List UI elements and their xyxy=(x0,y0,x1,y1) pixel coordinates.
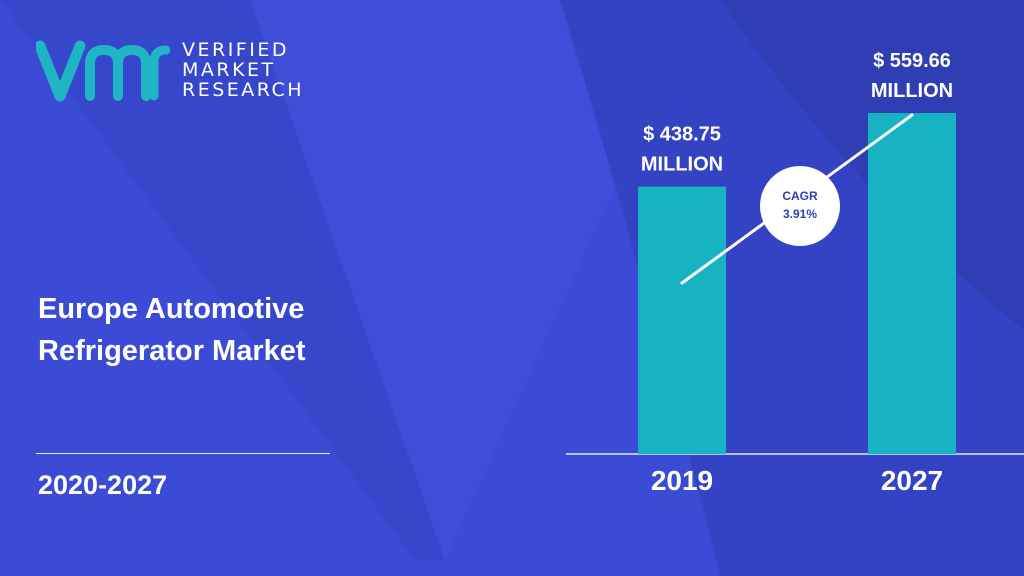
x-tick-2019: 2019 xyxy=(651,465,713,496)
logo-text: VERIFIED MARKET RESEARCH xyxy=(182,40,304,100)
x-tick-2027: 2027 xyxy=(881,465,943,496)
vmr-logo-icon xyxy=(36,40,170,102)
period-label: 2020-2027 xyxy=(38,470,168,500)
cagr-value: 3.91% xyxy=(783,207,817,221)
divider xyxy=(36,453,330,454)
data-label-2027-value: $ 559.66 xyxy=(873,50,951,72)
logo: VERIFIED MARKET RESEARCH xyxy=(36,38,304,102)
page-title: Europe Automotive Refrigerator Market xyxy=(38,288,306,372)
bar-2027 xyxy=(868,113,956,454)
logo-line-verified: VERIFIED xyxy=(182,39,289,61)
logo-line-research: RESEARCH xyxy=(182,79,305,101)
bar-2019 xyxy=(638,186,726,454)
bar-chart: $ 438.75 MILLION 2019 $ 559.66 MILLION 2027 C… xyxy=(566,50,1024,496)
title-line-2: Refrigerator Market xyxy=(38,335,306,367)
title-line-1: Europe Automotive xyxy=(38,293,305,325)
data-label-2027-unit: MILLION xyxy=(871,80,953,102)
cagr-label: CAGR xyxy=(782,189,818,203)
data-label-2019-unit: MILLION xyxy=(641,154,723,176)
cagr-badge xyxy=(760,166,840,246)
logo-line-market: MARKET xyxy=(182,59,276,81)
data-label-2019-value: $ 438.75 xyxy=(643,124,721,146)
